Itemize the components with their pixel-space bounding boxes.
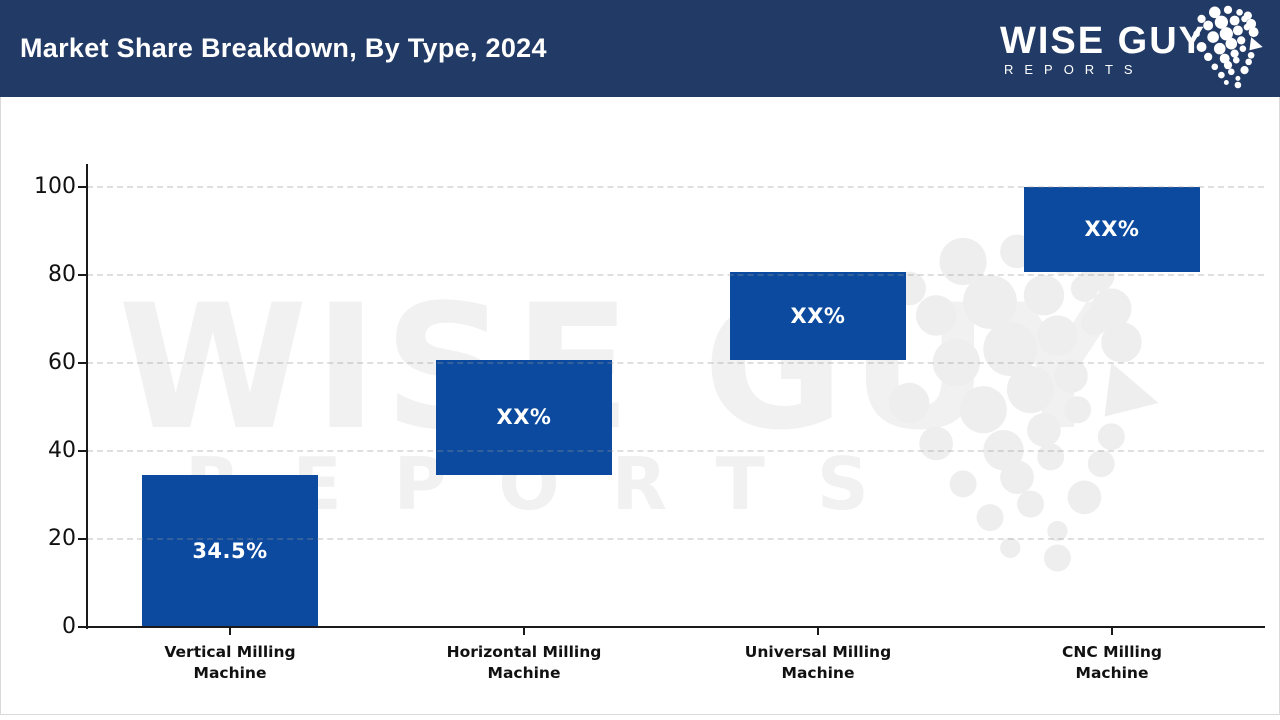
gridline-60 (87, 361, 1264, 364)
header-band: Market Share Breakdown, By Type, 2024 WI… (0, 0, 1280, 97)
category-label-line: Machine (1075, 663, 1149, 682)
gridline-20 (87, 537, 1264, 540)
y-tick-mark-0 (78, 625, 87, 628)
bar-cnc-milling-machine: XX% (1024, 186, 1200, 273)
category-label-line: Universal Milling (744, 642, 892, 661)
y-tick-mark-20 (78, 537, 87, 540)
category-label-cnc-milling-machine: CNC Milling Machine (982, 642, 1242, 684)
bar-value-label: XX% (496, 405, 552, 430)
brand-name: WISE GUY (999, 19, 1206, 62)
dot-head-profile-icon (1193, 5, 1263, 88)
bar-vertical-milling-machine: 34.5% (142, 474, 318, 627)
category-label-line: Horizontal Milling (446, 642, 602, 661)
category-label-vertical-milling-machine: Vertical Milling Machine (100, 642, 360, 684)
x-tick-mark-0 (229, 627, 231, 635)
y-tick-mark-100 (78, 185, 87, 188)
plot-area: 0 20 40 60 80 100 34.5% XX% XX% XX% Vertical Milli… (0, 97, 1280, 715)
brand-logo: WISE GUY REPORTS (1000, 5, 1266, 90)
category-label-universal-milling-machine: Universal Milling Machine (688, 642, 948, 684)
x-axis-line (85, 625, 1265, 628)
gridline-40 (87, 449, 1264, 452)
y-tick-label-40: 40 (48, 437, 76, 463)
x-tick-mark-2 (817, 627, 819, 635)
bar-value-label: XX% (790, 304, 846, 329)
y-tick-mark-80 (78, 273, 87, 276)
category-label-line: Machine (781, 663, 855, 682)
y-tick-label-0: 0 (62, 613, 76, 639)
y-tick-label-60: 60 (48, 349, 76, 375)
y-tick-label-20: 20 (48, 525, 76, 551)
y-tick-label-100: 100 (34, 173, 76, 199)
figure-left-border (0, 97, 1, 715)
chart-title: Market Share Breakdown, By Type, 2024 (20, 33, 547, 63)
brand-logo-text: WISE GUY REPORTS (1000, 21, 1206, 77)
y-tick-mark-60 (78, 361, 87, 364)
bar-universal-milling-machine: XX% (730, 272, 906, 361)
bar-value-label: XX% (1084, 217, 1140, 242)
category-label-line: Machine (487, 663, 561, 682)
y-tick-mark-40 (78, 449, 87, 452)
bar-value-label: 34.5% (192, 538, 268, 563)
category-label-line: Vertical Milling (164, 642, 296, 661)
y-axis-line (85, 163, 88, 629)
category-label-line: Machine (193, 663, 267, 682)
figure-bottom-border (0, 714, 1280, 715)
gridline-100 (87, 185, 1264, 188)
gridline-80 (87, 273, 1264, 276)
brand-subtitle: REPORTS (1003, 61, 1144, 77)
x-tick-mark-1 (523, 627, 525, 635)
category-label-line: CNC Milling (1062, 642, 1162, 661)
y-tick-label-80: 80 (48, 261, 76, 287)
bar-horizontal-milling-machine: XX% (436, 360, 612, 475)
category-label-horizontal-milling-machine: Horizontal Milling Machine (394, 642, 654, 684)
x-tick-mark-3 (1111, 627, 1113, 635)
